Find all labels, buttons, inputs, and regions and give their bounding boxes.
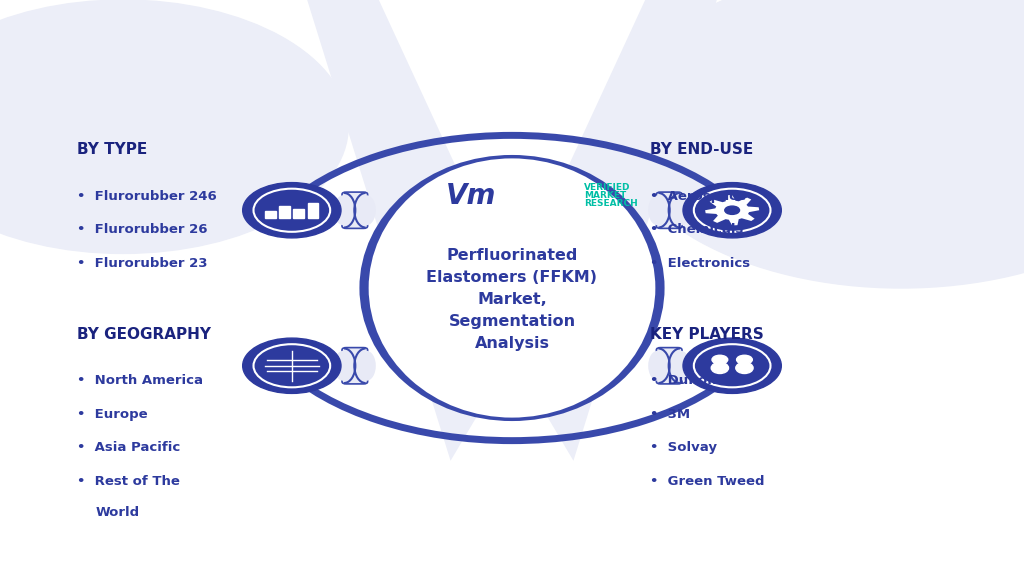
Text: MARKET: MARKET bbox=[584, 191, 626, 200]
Text: •  Asia Pacific: • Asia Pacific bbox=[77, 441, 180, 454]
Text: BY GEOGRAPHY: BY GEOGRAPHY bbox=[77, 327, 211, 342]
Circle shape bbox=[0, 0, 348, 253]
Text: Perfluorinated
Elastomers (FFKM)
Market,
Segmentation
Analysis: Perfluorinated Elastomers (FFKM) Market,… bbox=[427, 248, 597, 351]
Circle shape bbox=[683, 338, 781, 393]
Ellipse shape bbox=[359, 155, 665, 421]
Ellipse shape bbox=[334, 195, 352, 225]
Ellipse shape bbox=[672, 351, 690, 381]
Ellipse shape bbox=[736, 362, 753, 373]
Circle shape bbox=[736, 355, 753, 364]
Circle shape bbox=[683, 183, 781, 238]
Ellipse shape bbox=[357, 195, 376, 225]
Ellipse shape bbox=[648, 195, 667, 225]
Text: •  Aerospace: • Aerospace bbox=[650, 190, 746, 203]
Circle shape bbox=[712, 355, 728, 364]
Polygon shape bbox=[307, 0, 717, 461]
Circle shape bbox=[614, 0, 1024, 288]
FancyBboxPatch shape bbox=[656, 348, 682, 384]
FancyBboxPatch shape bbox=[342, 192, 368, 228]
Ellipse shape bbox=[369, 158, 655, 418]
Polygon shape bbox=[706, 195, 759, 225]
Text: •  Electronics: • Electronics bbox=[650, 257, 751, 270]
Ellipse shape bbox=[648, 351, 667, 381]
Text: World: World bbox=[95, 506, 139, 520]
Text: •  Europe: • Europe bbox=[77, 408, 147, 421]
Bar bbox=[280, 206, 290, 218]
Text: •  North America: • North America bbox=[77, 374, 203, 388]
Circle shape bbox=[725, 206, 739, 214]
Text: BY END-USE: BY END-USE bbox=[650, 142, 754, 157]
Ellipse shape bbox=[357, 351, 376, 381]
Text: •  Green Tweed: • Green Tweed bbox=[650, 475, 765, 488]
FancyBboxPatch shape bbox=[342, 348, 368, 384]
Bar bbox=[307, 203, 318, 218]
Circle shape bbox=[243, 183, 341, 238]
Text: Vm: Vm bbox=[445, 182, 497, 210]
Ellipse shape bbox=[712, 362, 728, 373]
Text: KEY PLAYERS: KEY PLAYERS bbox=[650, 327, 764, 342]
Text: VERIFIED: VERIFIED bbox=[584, 183, 630, 192]
Text: •  3M: • 3M bbox=[650, 408, 690, 421]
Text: •  Rest of The: • Rest of The bbox=[77, 475, 179, 488]
Ellipse shape bbox=[672, 195, 690, 225]
Text: •  Solvay: • Solvay bbox=[650, 441, 717, 454]
Ellipse shape bbox=[334, 351, 352, 381]
Text: •  Chemicals: • Chemicals bbox=[650, 223, 743, 237]
Text: BY TYPE: BY TYPE bbox=[77, 142, 147, 157]
Text: •  Flurorubber 26: • Flurorubber 26 bbox=[77, 223, 207, 237]
Text: •  Flurorubber 246: • Flurorubber 246 bbox=[77, 190, 216, 203]
Text: RESEARCH: RESEARCH bbox=[584, 199, 637, 208]
Bar bbox=[294, 209, 304, 218]
Text: •  Flurorubber 23: • Flurorubber 23 bbox=[77, 257, 207, 270]
Bar bbox=[265, 211, 276, 218]
FancyBboxPatch shape bbox=[656, 192, 682, 228]
Text: •  DuPont: • DuPont bbox=[650, 374, 723, 388]
Circle shape bbox=[243, 338, 341, 393]
